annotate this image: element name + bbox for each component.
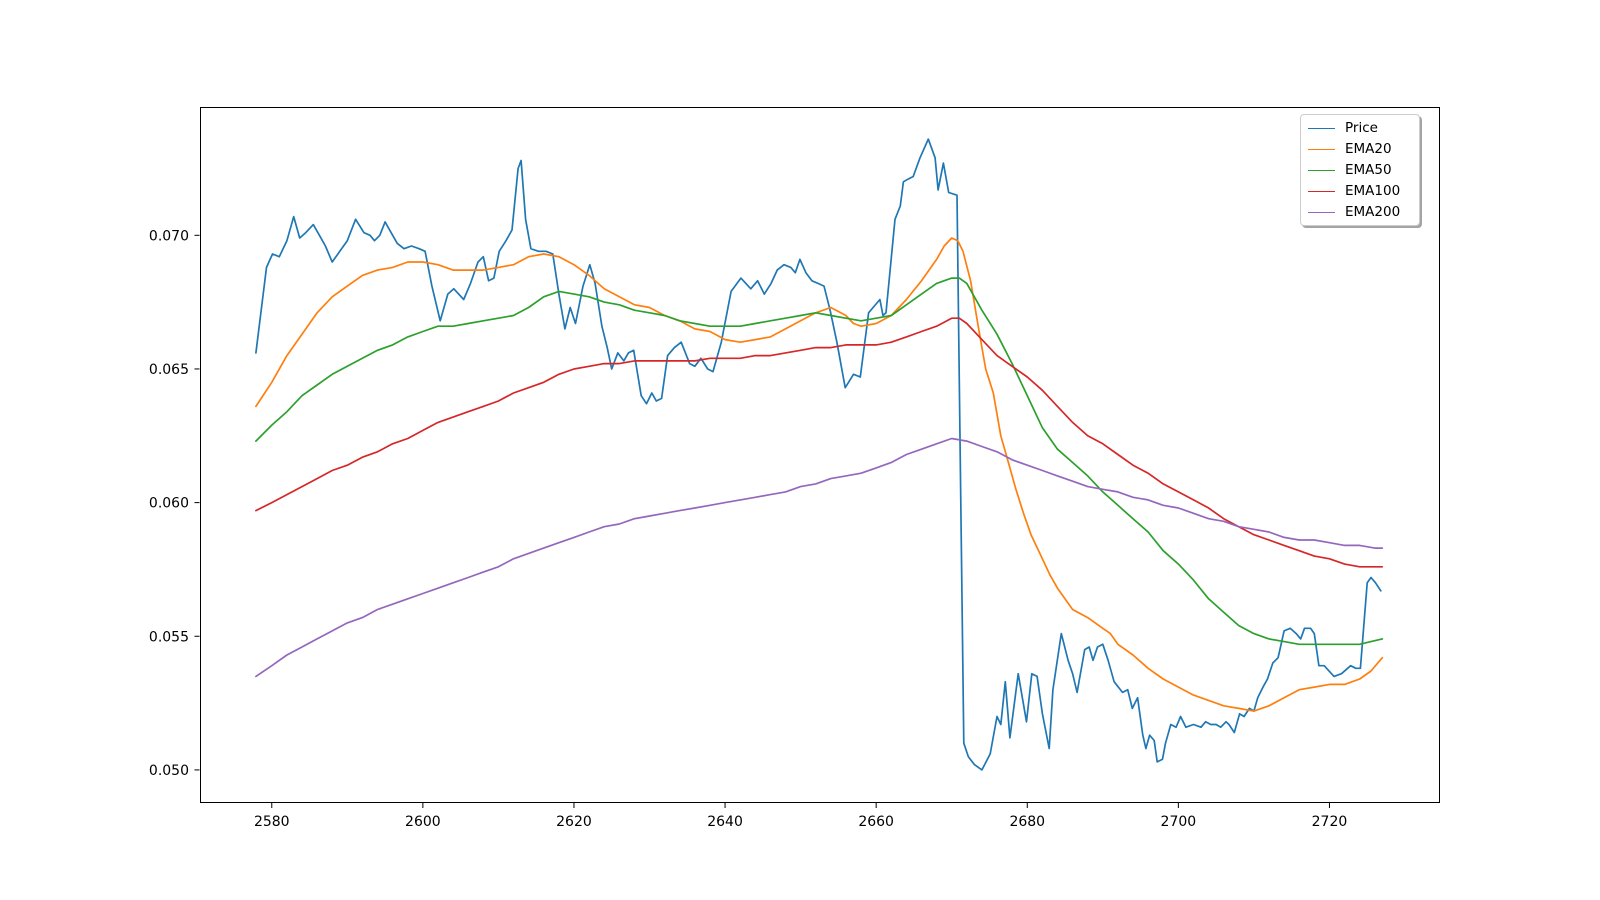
x-tick-label: 2680 [1009, 814, 1045, 830]
legend-item-ema200: EMA200 [1308, 205, 1412, 219]
x-tick-label: 2660 [858, 814, 894, 830]
ema100-line [255, 317, 1384, 568]
x-tick-label: 2620 [556, 814, 592, 830]
x-tick-label: 2600 [405, 814, 441, 830]
ema200-line [255, 437, 1384, 678]
legend: Price EMA20 EMA50 EMA100 EMA200 [1300, 114, 1420, 226]
y-tick-label: 0.050 [149, 763, 189, 779]
legend-label-ema50: EMA50 [1345, 162, 1392, 178]
price-line [255, 138, 1382, 771]
y-tick-label: 0.055 [149, 629, 189, 645]
x-tick-label: 2700 [1161, 814, 1197, 830]
legend-item-ema20: EMA20 [1308, 142, 1412, 156]
legend-label-ema200: EMA200 [1345, 204, 1401, 220]
x-tick-label: 2640 [707, 814, 743, 830]
y-tick-label: 0.070 [149, 228, 189, 244]
ema100-line-sample [1308, 190, 1335, 192]
x-tick-label: 2720 [1312, 814, 1348, 830]
ema200-line-sample [1308, 211, 1335, 213]
ema50-line [255, 277, 1384, 646]
price-line-sample [1308, 127, 1335, 129]
x-tick-label: 2580 [254, 814, 290, 830]
legend-item-ema100: EMA100 [1308, 184, 1412, 198]
legend-label-price: Price [1345, 120, 1378, 136]
ema20-line [255, 237, 1384, 712]
ema50-line-sample [1308, 169, 1335, 171]
plot-frame [200, 107, 1440, 803]
y-tick-label: 0.060 [149, 496, 189, 512]
legend-item-ema50: EMA50 [1308, 163, 1412, 177]
y-tick-label: 0.065 [149, 362, 189, 378]
legend-item-price: Price [1308, 121, 1412, 135]
legend-label-ema20: EMA20 [1345, 141, 1392, 157]
legend-label-ema100: EMA100 [1345, 183, 1401, 199]
ema20-line-sample [1308, 148, 1335, 150]
